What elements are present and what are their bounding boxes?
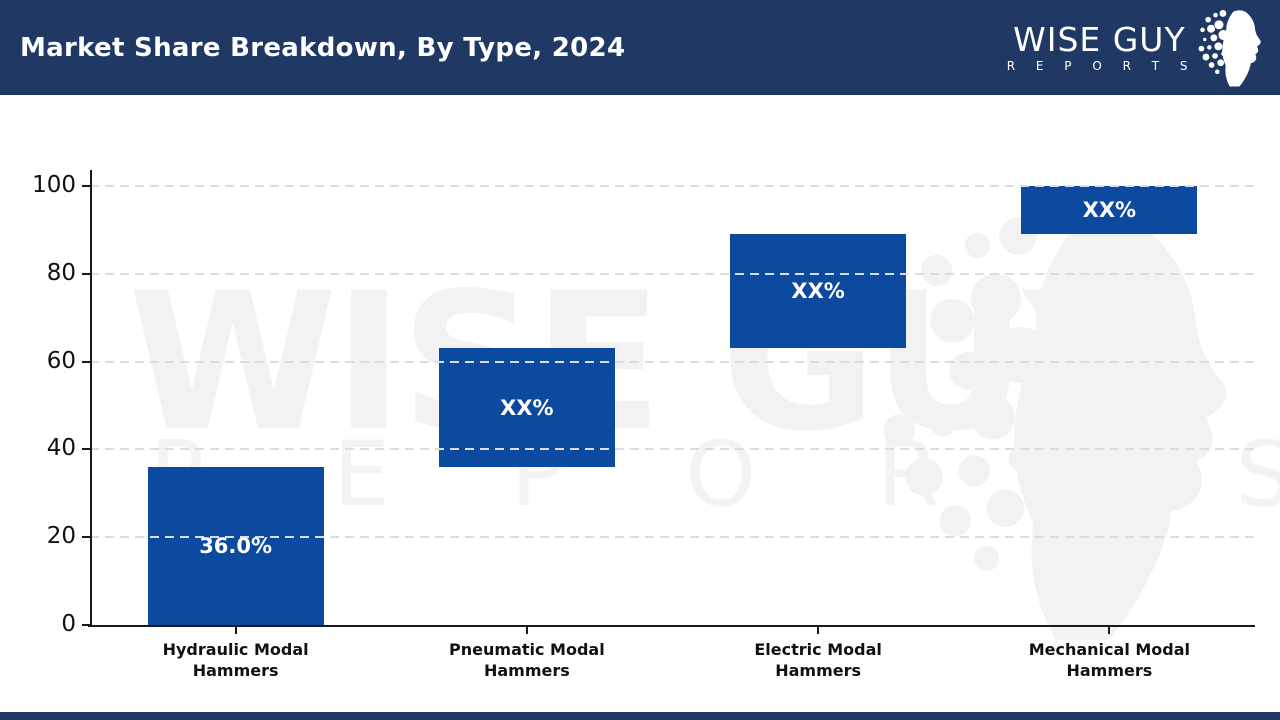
bar-4: [1021, 186, 1198, 235]
y-tick-60: [82, 360, 90, 363]
bar-2: [438, 348, 615, 467]
category-label-1: Hydraulic Modal Hammers: [162, 640, 309, 680]
bar-1: [147, 466, 324, 625]
wiseguy-logo: WISE GUY R E P O R T S: [1003, 6, 1266, 90]
logo-wordmark: WISE GUY: [1013, 19, 1186, 59]
logo-subtitle: R E P O R T S: [1006, 59, 1196, 74]
y-tick-100: [82, 185, 90, 187]
bar-3: [730, 234, 907, 349]
x-tick-1: [234, 627, 237, 634]
x-tick-4: [1108, 627, 1111, 634]
header-bar: Market Share Breakdown, By Type, 2024 WI…: [0, 0, 1280, 95]
y-tick-label-80: 80: [46, 259, 76, 286]
y-tick-label-100: 100: [32, 172, 76, 198]
bar-value-label-4: XX%: [1082, 198, 1137, 223]
gridline-40: [90, 448, 1255, 451]
category-label-4: Mechanical Modal Hammers: [1028, 640, 1191, 680]
gridline-80: [90, 272, 1255, 275]
bar-value-label-3: XX%: [791, 279, 845, 304]
footer-bar: [0, 712, 1280, 720]
category-label-2: Pneumatic Modal Hammers: [449, 640, 605, 680]
wiseguy-face-icon: [1198, 10, 1261, 87]
page-title: Market Share Breakdown, By Type, 2024: [20, 32, 626, 63]
x-tick-2: [525, 627, 528, 634]
y-tick-20: [82, 536, 90, 539]
bar-value-label-2: XX%: [500, 395, 554, 420]
x-axis-line: [88, 625, 1255, 627]
gridline-60: [90, 360, 1255, 363]
gridline-100: [90, 185, 1255, 187]
y-tick-40: [82, 448, 90, 451]
bar-value-label-1: 36.0%: [199, 533, 273, 558]
y-tick-label-0: 0: [61, 611, 76, 637]
y-tick-0: [82, 624, 90, 626]
y-tick-label-40: 40: [46, 435, 76, 462]
x-tick-3: [817, 627, 820, 634]
y-tick-label-20: 20: [46, 523, 76, 550]
y-axis-line: [90, 170, 92, 627]
category-label-3: Electric Modal Hammers: [754, 640, 882, 680]
gridline-20: [90, 536, 1255, 539]
y-tick-label-60: 60: [46, 347, 76, 374]
y-tick-80: [82, 272, 90, 275]
